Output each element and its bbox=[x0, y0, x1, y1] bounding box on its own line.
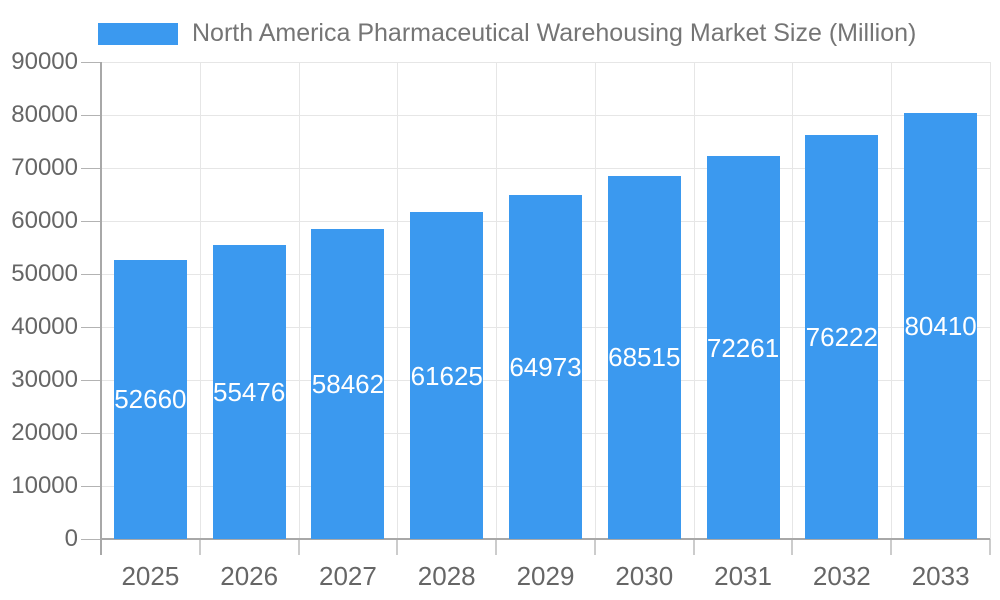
y-axis-tick bbox=[81, 327, 101, 328]
bar-value-label: 64973 bbox=[509, 351, 582, 382]
h-gridline bbox=[101, 168, 990, 169]
v-gridline bbox=[891, 62, 893, 539]
bar-value-label: 61625 bbox=[410, 360, 483, 391]
y-axis-tick bbox=[81, 486, 101, 487]
x-axis-category-label: 2025 bbox=[121, 561, 180, 591]
y-axis-tick bbox=[81, 380, 101, 381]
v-gridline bbox=[990, 62, 991, 539]
bar-2025[interactable]: 52660 bbox=[113, 259, 187, 539]
v-gridline bbox=[199, 62, 201, 539]
x-axis-tick bbox=[198, 539, 201, 555]
y-axis-tick-label: 40000 bbox=[11, 313, 78, 340]
bar-value-label: 68515 bbox=[608, 342, 681, 373]
x-axis-category-label: 2029 bbox=[516, 561, 575, 591]
y-axis-tick-label: 50000 bbox=[11, 260, 78, 287]
y-axis-tick-label: 70000 bbox=[11, 154, 78, 181]
y-axis-line bbox=[100, 62, 102, 555]
bar-value-label: 76222 bbox=[805, 322, 878, 352]
bar-2032[interactable]: 76222 bbox=[805, 135, 879, 539]
x-axis-tick bbox=[495, 539, 498, 555]
bar-2028[interactable]: 61625 bbox=[410, 212, 484, 539]
x-axis-tick bbox=[297, 539, 300, 555]
y-axis-tick-label: 20000 bbox=[11, 419, 78, 446]
bar-2033[interactable]: 80410 bbox=[904, 112, 978, 539]
bar-value-label: 80410 bbox=[904, 310, 977, 341]
y-axis-tick bbox=[81, 115, 101, 116]
v-gridline bbox=[298, 62, 300, 539]
x-axis-line bbox=[101, 538, 990, 540]
y-axis-tick bbox=[81, 168, 101, 169]
h-gridline bbox=[101, 115, 990, 116]
y-axis-tick-label: 60000 bbox=[11, 207, 78, 234]
bar-value-label: 72261 bbox=[706, 332, 780, 363]
bar-value-label: 52660 bbox=[114, 384, 187, 415]
legend-item[interactable]: North America Pharmaceutical Warehousing… bbox=[98, 21, 916, 46]
x-axis-category-label: 2030 bbox=[615, 561, 674, 591]
x-axis-category-label: 2026 bbox=[220, 561, 279, 591]
bar-2027[interactable]: 58462 bbox=[311, 229, 385, 539]
bar-value-label: 55476 bbox=[213, 376, 286, 407]
x-axis-category-label: 2031 bbox=[714, 561, 772, 591]
y-axis-tick-label: 80000 bbox=[11, 101, 78, 128]
y-axis-tick-label: 10000 bbox=[11, 472, 78, 499]
x-axis-tick bbox=[989, 539, 991, 555]
bar-2031[interactable]: 72261 bbox=[706, 156, 780, 539]
x-axis-category-label: 2032 bbox=[812, 561, 871, 591]
bar-2026[interactable]: 55476 bbox=[212, 244, 286, 539]
v-gridline bbox=[594, 62, 596, 539]
y-axis-tick bbox=[81, 221, 101, 222]
v-gridline bbox=[792, 62, 794, 539]
v-gridline bbox=[693, 62, 695, 539]
bar-2030[interactable]: 68515 bbox=[607, 175, 681, 539]
x-axis-tick bbox=[890, 539, 893, 555]
y-axis-tick bbox=[81, 274, 101, 275]
v-gridline bbox=[397, 62, 399, 539]
bar-value-label: 58462 bbox=[311, 369, 385, 400]
bar-2029[interactable]: 64973 bbox=[509, 194, 582, 539]
x-axis-category-label: 2027 bbox=[319, 561, 377, 591]
legend-swatch bbox=[98, 22, 178, 45]
v-gridline bbox=[496, 62, 498, 539]
x-axis-category-label: 2028 bbox=[417, 561, 476, 591]
y-axis-tick-label: 90000 bbox=[11, 48, 78, 75]
y-axis-tick-label: 0 bbox=[64, 525, 78, 552]
y-axis-tick bbox=[81, 62, 101, 63]
x-axis-tick bbox=[593, 539, 596, 555]
x-axis-category-label: 2033 bbox=[911, 561, 970, 591]
x-axis-tick bbox=[396, 539, 399, 555]
h-gridline bbox=[101, 62, 990, 63]
x-axis-tick bbox=[791, 539, 794, 555]
legend-label: North America Pharmaceutical Warehousing… bbox=[192, 19, 917, 47]
y-axis-tick bbox=[81, 539, 101, 540]
y-axis-tick-label: 30000 bbox=[11, 366, 78, 393]
y-axis-tick bbox=[81, 433, 101, 434]
x-axis-tick bbox=[692, 539, 695, 555]
